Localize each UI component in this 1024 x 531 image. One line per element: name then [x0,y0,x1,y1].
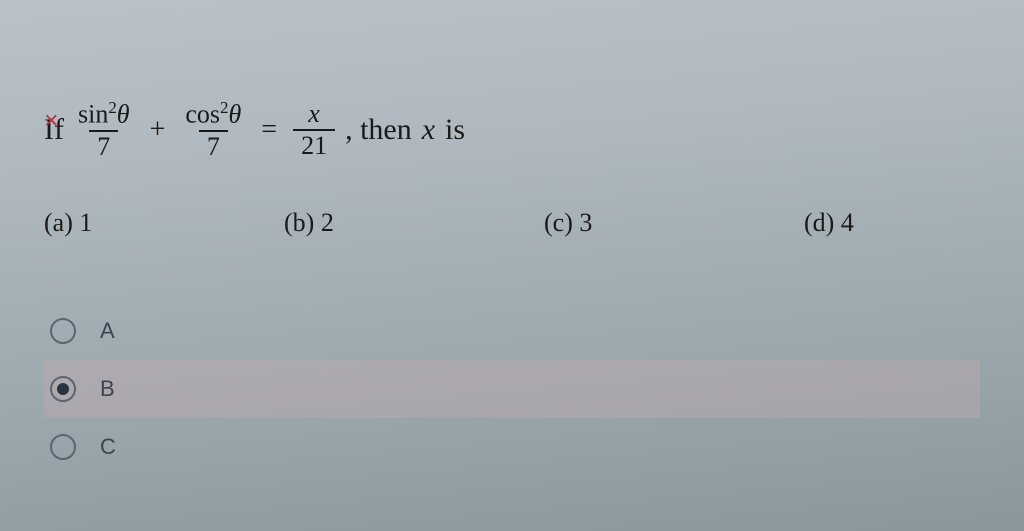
frac1-fn: sin [78,100,108,129]
question-text: If sin2θ 7 + cos2θ 7 = x 21 , then x is [44,100,980,160]
answer-d-label: (d) [804,208,834,237]
answer-c: (c) 3 [544,208,804,238]
option-label-b: B [100,376,115,402]
question-trail: , then [345,113,412,147]
frac1-den: 7 [89,130,118,160]
frac2-theta: θ [228,100,241,129]
close-icon: × [44,106,59,136]
option-label-a: A [100,318,115,344]
equals-sign: = [255,114,283,146]
fraction-2: cos2θ 7 [181,100,245,160]
answer-c-label: (c) [544,208,573,237]
answer-b-value: 2 [321,208,334,237]
radio-c[interactable] [50,434,76,460]
answer-b-label: (b) [284,208,314,237]
answer-a-label: (a) [44,208,73,237]
answer-d: (d) 4 [804,208,980,238]
fraction-1: sin2θ 7 [74,100,134,160]
answer-c-value: 3 [579,208,592,237]
option-label-c: C [100,434,116,460]
plus-sign: + [144,114,172,146]
frac3-num: x [304,101,324,129]
answer-d-value: 4 [841,208,854,237]
frac2-fn: cos [185,100,220,129]
fraction-3: x 21 [293,101,335,159]
answer-b: (b) 2 [284,208,544,238]
option-row-a[interactable]: A [44,302,980,360]
frac3-den: 21 [293,129,335,159]
answer-a-value: 1 [79,208,92,237]
option-row-b[interactable]: B [44,360,980,418]
answer-a: (a) 1 [44,208,284,238]
answer-choices-row: (a) 1 (b) 2 (c) 3 (d) 4 [44,208,980,238]
frac1-theta: θ [117,100,130,129]
question-tail2: is [445,113,465,147]
options-group: A B C [44,302,980,476]
frac2-den: 7 [199,130,228,160]
radio-b[interactable] [50,376,76,402]
radio-a[interactable] [50,318,76,344]
option-row-c[interactable]: C [44,418,980,476]
frac1-sup: 2 [108,98,116,117]
question-var: x [422,113,435,147]
